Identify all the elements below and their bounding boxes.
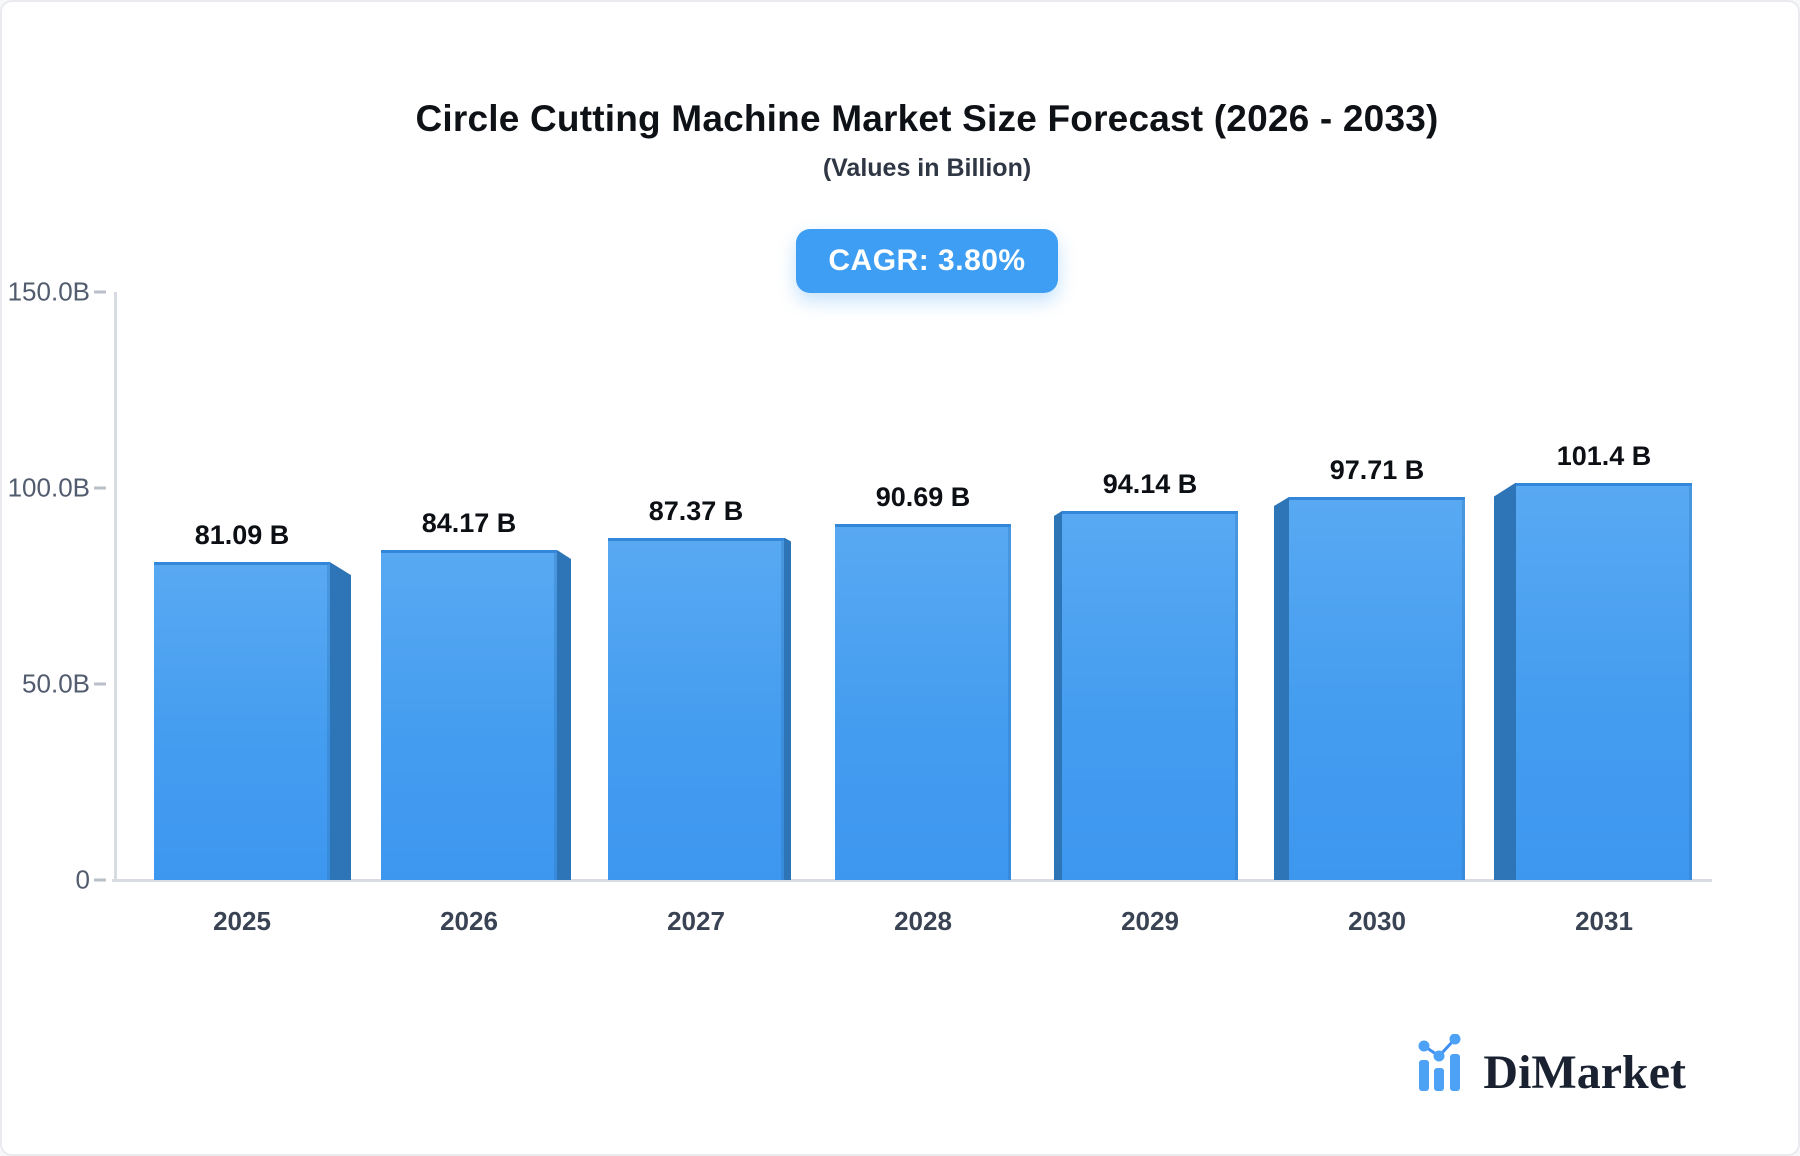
bar-value-label: 87.37 B <box>648 495 744 526</box>
bar-3d-side <box>1054 510 1062 880</box>
y-axis-tick-mark <box>94 486 106 490</box>
x-axis-category-label: 2027 <box>667 906 725 936</box>
bar[interactable] <box>608 537 784 880</box>
bar[interactable] <box>381 550 557 880</box>
bar-value-label: 101.4 B <box>1556 440 1652 471</box>
bar[interactable] <box>1289 496 1465 880</box>
bar[interactable] <box>1516 482 1692 880</box>
bar[interactable] <box>835 524 1011 880</box>
bar-value-label: 84.17 B <box>421 508 517 539</box>
x-axis-category-label: 2029 <box>1121 906 1179 936</box>
y-axis-tick-label: 150.0B <box>7 276 90 307</box>
bar[interactable] <box>1062 510 1238 880</box>
bar[interactable] <box>154 562 330 880</box>
bar-value-label: 81.09 B <box>194 520 290 551</box>
bar-value-label: 94.14 B <box>1102 468 1198 499</box>
brand-name: DiMarket <box>1483 1046 1686 1099</box>
y-axis-tick-mark <box>94 878 106 882</box>
x-axis-baseline <box>112 879 1712 882</box>
bar-value-label: 90.69 B <box>875 482 971 513</box>
x-axis-category-label: 2028 <box>894 906 952 936</box>
brand-chart-icon <box>1417 1033 1471 1097</box>
y-axis-line <box>114 292 117 882</box>
chart-subtitle: (Values in Billion) <box>822 154 1032 182</box>
x-axis-category-label: 2025 <box>213 906 271 936</box>
chart-header: Circle Cutting Machine Market Size Forec… <box>52 2 1798 293</box>
chart-title: Circle Cutting Machine Market Size Forec… <box>415 98 1439 139</box>
x-axis-category-label: 2030 <box>1348 906 1406 936</box>
y-axis-tick-mark <box>94 290 106 294</box>
bar-3d-side <box>1274 496 1289 880</box>
x-axis-category-label: 2031 <box>1575 906 1633 936</box>
bar-3d-side <box>784 537 791 880</box>
bar-3d-side <box>557 550 571 880</box>
brand-logo: DiMarket <box>1417 1033 1686 1099</box>
y-axis-tick-label: 50.0B <box>22 668 90 699</box>
y-axis-tick-label: 100.0B <box>7 472 90 503</box>
bar-3d-side <box>330 562 351 880</box>
y-axis-tick-label: 0 <box>75 864 90 895</box>
y-axis-tick-mark <box>94 682 106 686</box>
bar-value-label: 97.71 B <box>1329 454 1425 485</box>
x-axis-category-label: 2026 <box>440 906 498 936</box>
bar-3d-side <box>1494 482 1516 880</box>
cagr-badge: CAGR: 3.80% <box>796 229 1058 293</box>
